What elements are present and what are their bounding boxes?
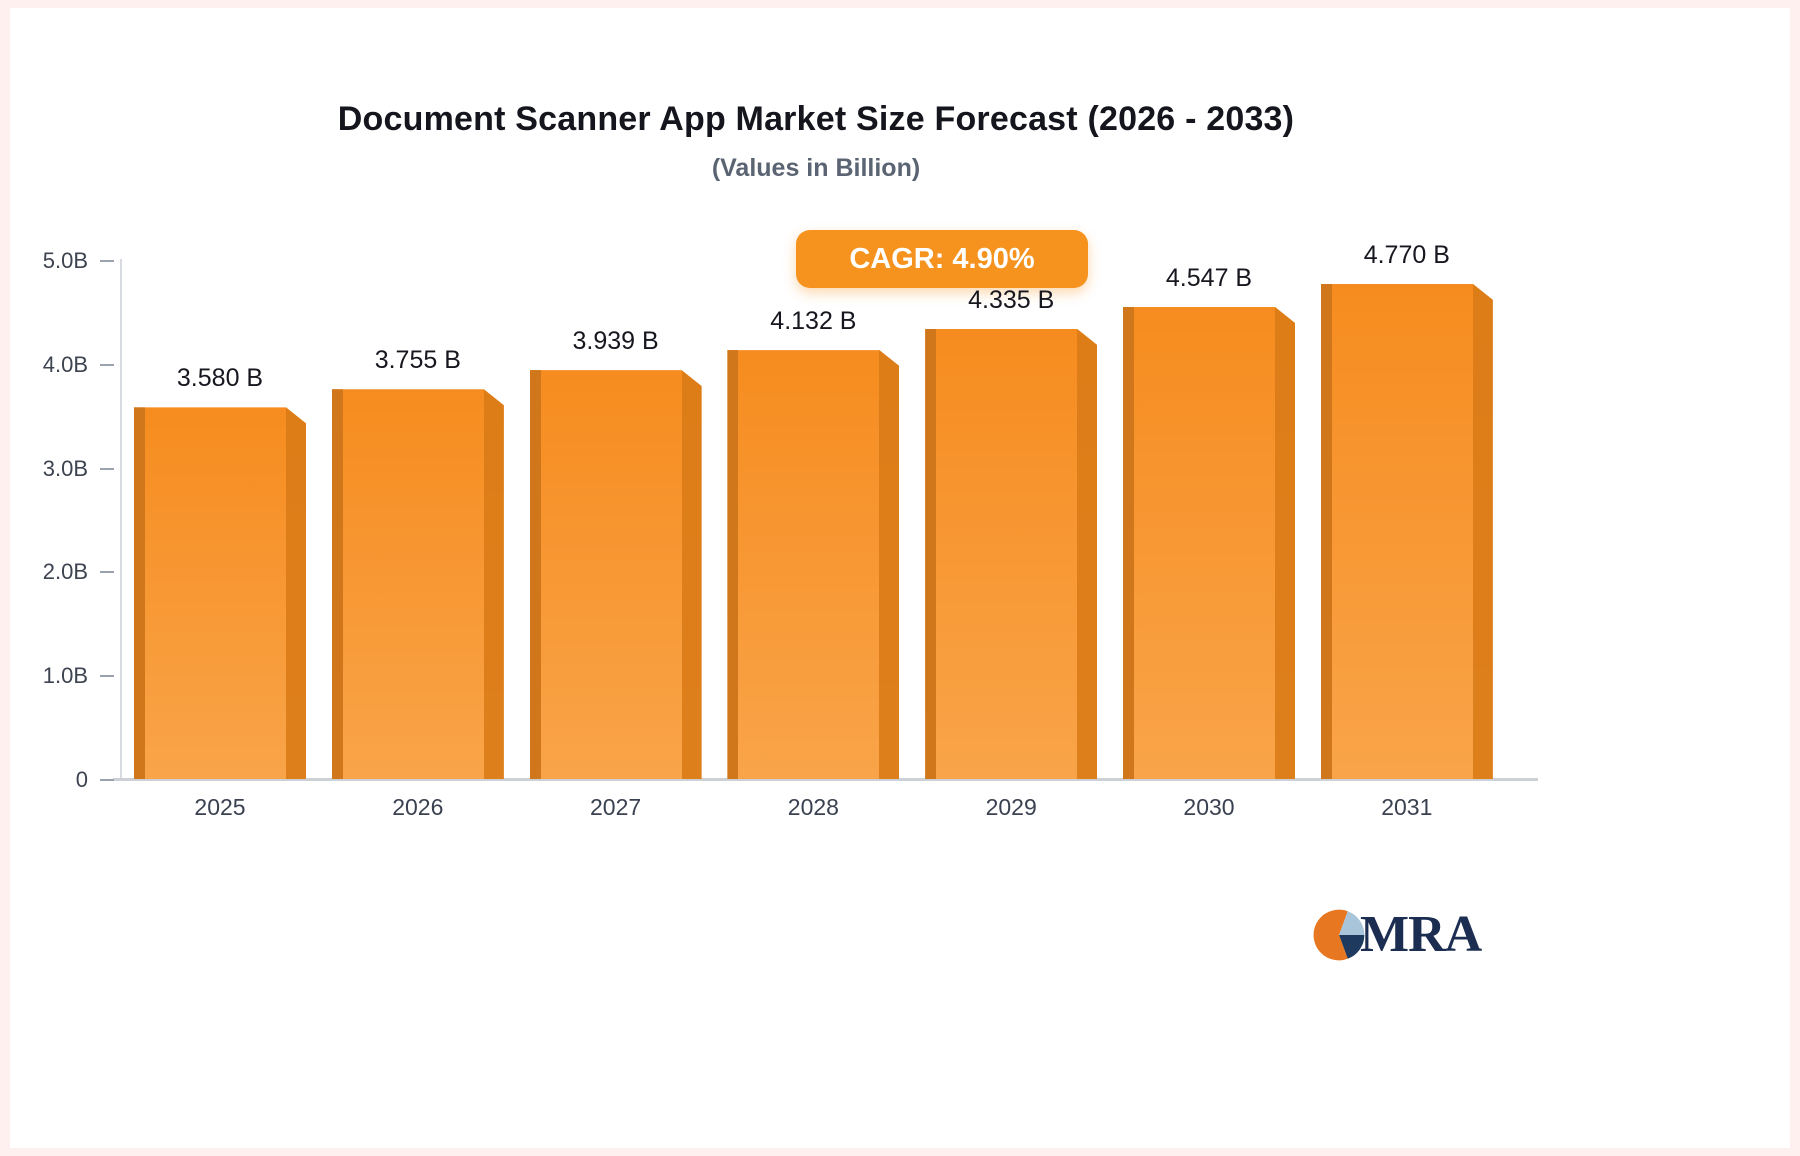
bar-2027	[530, 370, 702, 779]
bar-value-label: 3.580 B	[176, 364, 264, 393]
bar-value-label: 4.547 B	[1165, 264, 1253, 293]
y-axis-tick-label: 1.0B	[42, 663, 88, 689]
y-axis-tick-dash	[100, 260, 114, 262]
bar-2028	[727, 350, 899, 779]
x-axis-label: 2029	[985, 794, 1037, 820]
chart-title: Document Scanner App Market Size Forecas…	[337, 100, 1295, 138]
brand-logo: MRA	[1310, 906, 1482, 964]
y-axis-tick-label: 3.0B	[42, 455, 88, 481]
plot-area: 3.580 B 3.755 B 3.939 B 4.132 B 4.335 B 4.547…	[120, 241, 1540, 780]
y-axis-tick: 2.0B	[10, 559, 114, 585]
bar-group: 3.755 B	[332, 248, 504, 779]
y-axis-tick: 4.0B	[10, 351, 114, 377]
x-axis-line	[113, 778, 1538, 781]
bar-2026	[332, 389, 504, 779]
y-axis-tick: 3.0B	[10, 455, 114, 481]
bar-value-label: 3.939 B	[572, 327, 659, 356]
y-axis-tick: 1.0B	[10, 663, 114, 689]
x-axis-label: 2026	[392, 794, 444, 820]
y-axis-line	[120, 259, 122, 780]
bar-value-label: 4.132 B	[770, 307, 857, 336]
bar-2025	[134, 407, 306, 779]
chart-canvas: Document Scanner App Market Size Forecas…	[10, 8, 1790, 1148]
bar-group: 3.939 B	[530, 248, 702, 779]
y-axis-tick-label: 2.0B	[42, 559, 88, 585]
bar-2029	[925, 329, 1097, 779]
y-axis-tick: 0	[10, 767, 114, 792]
y-axis-tick-dash	[100, 571, 114, 574]
bar-value-label: 4.335 B	[968, 286, 1055, 315]
y-axis-tick-label: 4.0B	[42, 351, 88, 377]
cagr-badge: CAGR: 4.90%	[796, 230, 1088, 288]
bar-group: 4.132 B	[727, 248, 899, 779]
y-axis-tick: 5.0B	[10, 248, 114, 273]
y-axis-tick-dash	[100, 675, 114, 678]
bar-value-label: 4.770 B	[1363, 240, 1450, 269]
bar-group: 4.547 B	[1123, 248, 1295, 779]
y-axis-tick-label: 5.0B	[42, 248, 88, 273]
y-axis-tick-dash	[100, 779, 114, 781]
x-axis-label: 2030	[1183, 794, 1235, 820]
bar-group: 4.770 B	[1321, 241, 1493, 779]
pie-circle-icon	[1313, 909, 1365, 961]
bar-value-label: 3.755 B	[374, 346, 461, 375]
chart-subtitle: (Values in Billion)	[711, 154, 921, 182]
x-axis-label: 2028	[787, 794, 839, 820]
y-axis-tick-dash	[100, 467, 114, 470]
x-axis-label: 2025	[194, 794, 246, 820]
y-axis-tick-dash	[100, 363, 114, 366]
bar-2031	[1321, 284, 1493, 779]
x-axis-label: 2027	[590, 794, 642, 820]
x-axis-label: 2031	[1381, 794, 1433, 820]
brand-logo-text: MRA	[1360, 906, 1482, 963]
bar-group: 3.580 B	[134, 248, 306, 779]
bar-2030	[1123, 307, 1295, 779]
bar-group: 4.335 B	[925, 248, 1097, 779]
y-axis-tick-label: 0	[75, 767, 88, 792]
cagr-badge-label: CAGR: 4.90%	[849, 242, 1035, 275]
